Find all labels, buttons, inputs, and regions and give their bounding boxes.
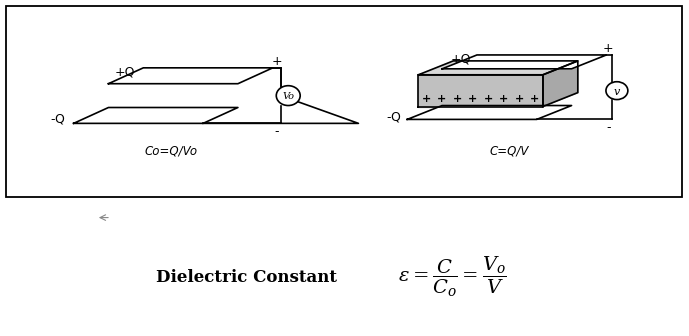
Text: +: + <box>438 94 446 103</box>
Polygon shape <box>543 61 578 107</box>
Polygon shape <box>442 55 606 69</box>
Text: +Q: +Q <box>451 52 471 66</box>
Text: -: - <box>606 121 610 134</box>
Ellipse shape <box>276 86 300 106</box>
Text: +Q: +Q <box>115 65 135 78</box>
Text: Vo: Vo <box>282 92 294 101</box>
Text: $\varepsilon = \dfrac{C}{C_o} = \dfrac{V_o}{V}$: $\varepsilon = \dfrac{C}{C_o} = \dfrac{V… <box>398 255 506 299</box>
Text: -: - <box>274 125 279 138</box>
Polygon shape <box>108 68 273 84</box>
Polygon shape <box>407 106 572 119</box>
Text: +: + <box>422 94 431 103</box>
Text: -Q: -Q <box>387 111 401 124</box>
Text: +: + <box>531 94 539 103</box>
Ellipse shape <box>606 82 628 99</box>
Polygon shape <box>418 61 578 75</box>
Text: +: + <box>271 55 282 69</box>
Text: +: + <box>453 94 462 103</box>
Text: -Q: -Q <box>51 113 65 126</box>
Text: Co=Q/Vo: Co=Q/Vo <box>144 144 197 158</box>
Text: Dielectric Constant: Dielectric Constant <box>156 268 337 286</box>
Bar <box>6 6 681 197</box>
Text: +: + <box>484 94 493 103</box>
Text: +: + <box>469 94 477 103</box>
Text: C=Q/V: C=Q/V <box>490 144 529 158</box>
Text: +: + <box>515 94 524 103</box>
Polygon shape <box>74 108 238 123</box>
Polygon shape <box>418 75 543 107</box>
Text: v: v <box>614 87 620 97</box>
Text: +: + <box>500 94 508 103</box>
Text: +: + <box>603 42 614 55</box>
